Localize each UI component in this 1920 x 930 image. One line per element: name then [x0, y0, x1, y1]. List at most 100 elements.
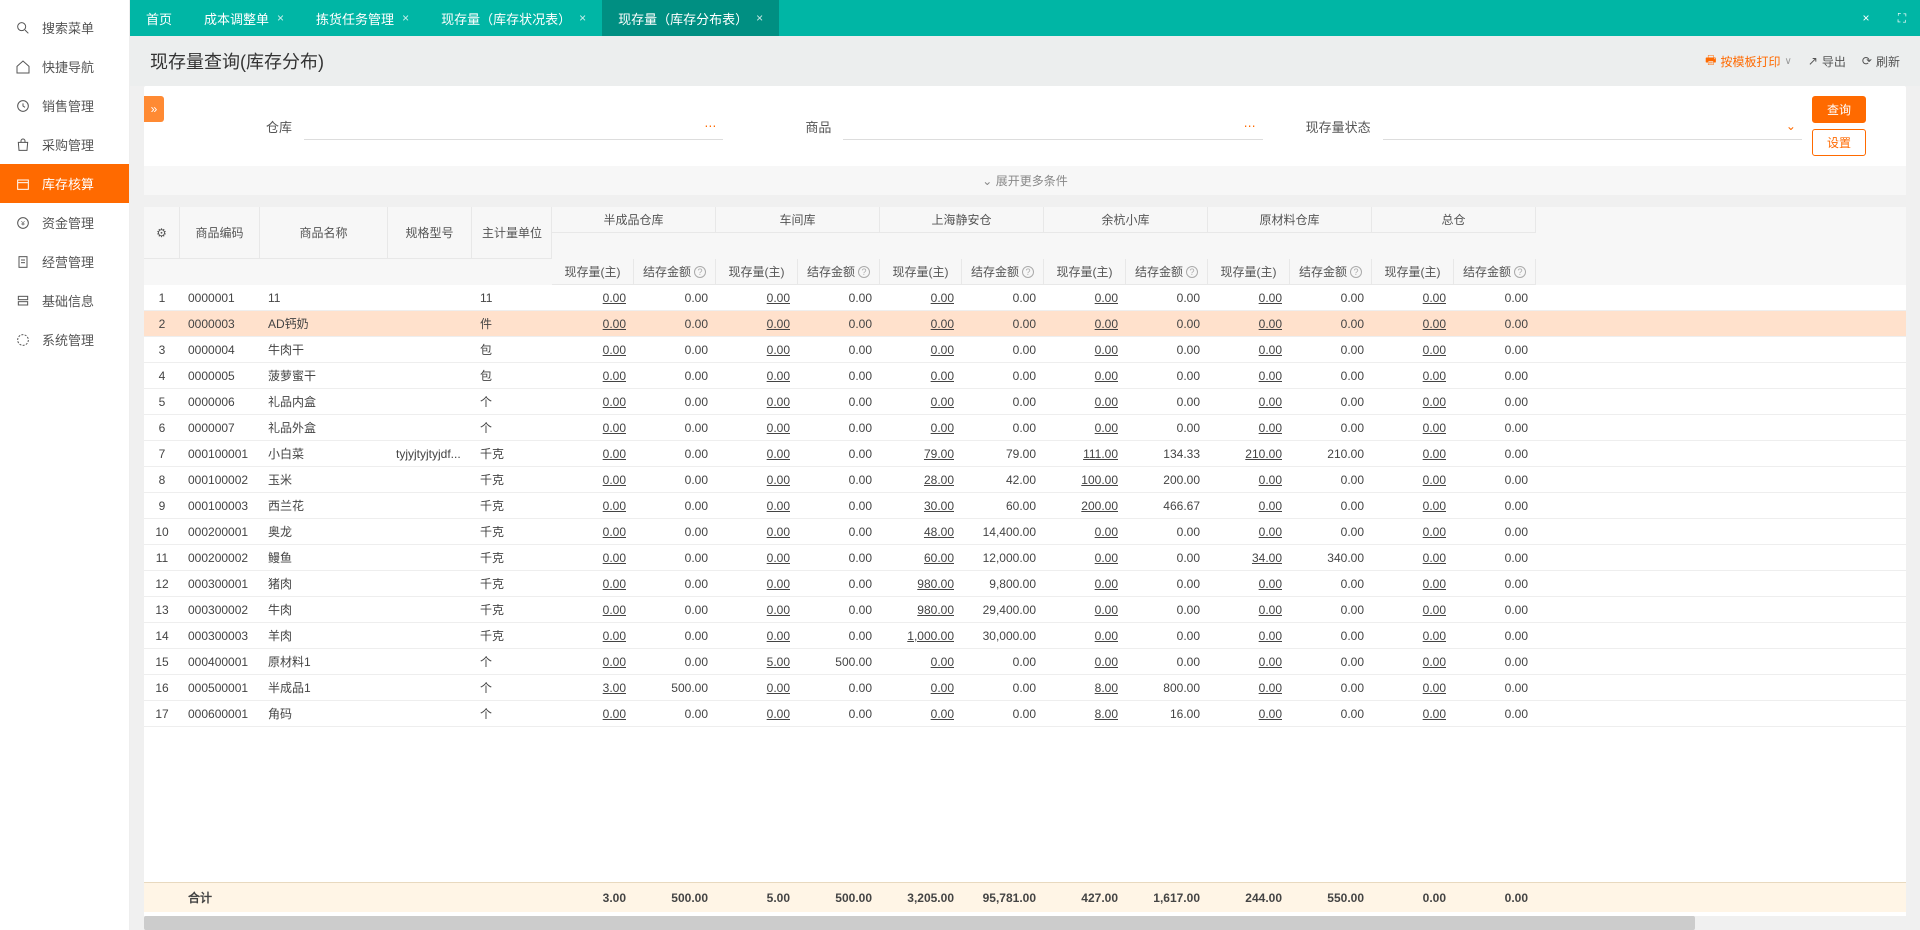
query-button[interactable]: 查询	[1812, 96, 1866, 123]
cell-qty-5[interactable]: 0.00	[1372, 415, 1454, 440]
cell-qty-4[interactable]: 0.00	[1208, 519, 1290, 544]
cell-qty-0[interactable]: 0.00	[552, 441, 634, 466]
lookup-icon[interactable]: ⋯	[1244, 119, 1257, 133]
cell-qty-5[interactable]: 0.00	[1372, 285, 1454, 310]
cell-qty-3[interactable]: 0.00	[1044, 649, 1126, 674]
cell-qty-1[interactable]: 0.00	[716, 571, 798, 596]
cell-qty-1[interactable]: 5.00	[716, 649, 798, 674]
cell-qty-1[interactable]: 0.00	[716, 389, 798, 414]
cell-qty-4[interactable]: 0.00	[1208, 597, 1290, 622]
table-row[interactable]: 17000600001角码个0.000.000.000.000.000.008.…	[144, 701, 1906, 727]
cell-qty-3[interactable]: 0.00	[1044, 623, 1126, 648]
table-row[interactable]: 16000500001半成品1个3.00500.000.000.000.000.…	[144, 675, 1906, 701]
cell-qty-2[interactable]: 0.00	[880, 701, 962, 726]
cell-qty-0[interactable]: 0.00	[552, 285, 634, 310]
cell-qty-0[interactable]: 3.00	[552, 675, 634, 700]
horizontal-scrollbar[interactable]	[144, 916, 1906, 930]
tab-0[interactable]: 首页	[130, 0, 188, 36]
sidebar-item-1[interactable]: 快捷导航	[0, 47, 129, 86]
cell-qty-3[interactable]: 0.00	[1044, 597, 1126, 622]
cell-qty-3[interactable]: 0.00	[1044, 285, 1126, 310]
cell-qty-4[interactable]: 0.00	[1208, 389, 1290, 414]
help-icon[interactable]: ?	[694, 266, 706, 278]
tab-4[interactable]: 现存量（库存分布表）×	[602, 0, 779, 36]
cell-qty-5[interactable]: 0.00	[1372, 675, 1454, 700]
table-row[interactable]: 12000300001猪肉千克0.000.000.000.00980.009,8…	[144, 571, 1906, 597]
cell-qty-2[interactable]: 30.00	[880, 493, 962, 518]
cell-qty-1[interactable]: 0.00	[716, 519, 798, 544]
cell-qty-0[interactable]: 0.00	[552, 493, 634, 518]
cell-qty-3[interactable]: 0.00	[1044, 337, 1126, 362]
cell-qty-5[interactable]: 0.00	[1372, 649, 1454, 674]
table-row[interactable]: 1000000111110.000.000.000.000.000.000.00…	[144, 285, 1906, 311]
settings-button[interactable]: 设置	[1812, 129, 1866, 156]
sidebar-item-3[interactable]: 采购管理	[0, 125, 129, 164]
sidebar-item-8[interactable]: 系统管理	[0, 320, 129, 359]
tab-1[interactable]: 成本调整单×	[188, 0, 300, 36]
scroll-thumb[interactable]	[144, 916, 1695, 930]
cell-qty-0[interactable]: 0.00	[552, 337, 634, 362]
cell-qty-4[interactable]: 210.00	[1208, 441, 1290, 466]
cell-qty-5[interactable]: 0.00	[1372, 389, 1454, 414]
expand-filters-button[interactable]: ⌄ 展开更多条件	[144, 166, 1906, 195]
help-icon[interactable]: ?	[1514, 266, 1526, 278]
cell-qty-5[interactable]: 0.00	[1372, 363, 1454, 388]
product-input[interactable]: ⋯	[843, 112, 1262, 140]
tab-3[interactable]: 现存量（库存状况表）×	[425, 0, 602, 36]
cell-qty-3[interactable]: 0.00	[1044, 571, 1126, 596]
cell-qty-1[interactable]: 0.00	[716, 441, 798, 466]
cell-qty-1[interactable]: 0.00	[716, 623, 798, 648]
close-icon[interactable]: ×	[402, 11, 409, 25]
cell-qty-1[interactable]: 0.00	[716, 675, 798, 700]
cell-qty-2[interactable]: 980.00	[880, 597, 962, 622]
help-icon[interactable]: ?	[858, 266, 870, 278]
cell-qty-4[interactable]: 0.00	[1208, 571, 1290, 596]
cell-qty-5[interactable]: 0.00	[1372, 597, 1454, 622]
cell-qty-4[interactable]: 0.00	[1208, 675, 1290, 700]
cell-qty-0[interactable]: 0.00	[552, 545, 634, 570]
table-row[interactable]: 50000006礼品内盒个0.000.000.000.000.000.000.0…	[144, 389, 1906, 415]
cell-qty-1[interactable]: 0.00	[716, 415, 798, 440]
table-row[interactable]: 15000400001原材料1个0.000.005.00500.000.000.…	[144, 649, 1906, 675]
close-icon[interactable]: ×	[579, 11, 586, 25]
sidebar-item-6[interactable]: 经营管理	[0, 242, 129, 281]
help-icon[interactable]: ?	[1022, 266, 1034, 278]
cell-qty-5[interactable]: 0.00	[1372, 311, 1454, 336]
cell-qty-0[interactable]: 0.00	[552, 311, 634, 336]
table-row[interactable]: 10000200001奥龙千克0.000.000.000.0048.0014,4…	[144, 519, 1906, 545]
sidebar-item-2[interactable]: 销售管理	[0, 86, 129, 125]
cell-qty-2[interactable]: 0.00	[880, 675, 962, 700]
cell-qty-1[interactable]: 0.00	[716, 337, 798, 362]
sidebar-item-4[interactable]: 库存核算	[0, 164, 129, 203]
cell-qty-2[interactable]: 1,000.00	[880, 623, 962, 648]
cell-qty-3[interactable]: 0.00	[1044, 545, 1126, 570]
cell-qty-2[interactable]: 0.00	[880, 649, 962, 674]
cell-qty-0[interactable]: 0.00	[552, 519, 634, 544]
cell-qty-5[interactable]: 0.00	[1372, 337, 1454, 362]
cell-qty-4[interactable]: 0.00	[1208, 337, 1290, 362]
close-icon[interactable]: ×	[756, 11, 763, 25]
cell-qty-5[interactable]: 0.00	[1372, 519, 1454, 544]
cell-qty-5[interactable]: 0.00	[1372, 571, 1454, 596]
cell-qty-0[interactable]: 0.00	[552, 571, 634, 596]
collapse-handle[interactable]: »	[144, 96, 164, 122]
table-row[interactable]: 20000003AD钙奶件0.000.000.000.000.000.000.0…	[144, 311, 1906, 337]
cell-qty-3[interactable]: 111.00	[1044, 441, 1126, 466]
tab-2[interactable]: 拣货任务管理×	[300, 0, 425, 36]
cell-qty-1[interactable]: 0.00	[716, 701, 798, 726]
cell-qty-5[interactable]: 0.00	[1372, 701, 1454, 726]
help-icon[interactable]: ?	[1186, 266, 1198, 278]
cell-qty-2[interactable]: 0.00	[880, 337, 962, 362]
tab-close-all-icon[interactable]: ×	[1848, 0, 1884, 36]
cell-qty-0[interactable]: 0.00	[552, 649, 634, 674]
cell-qty-0[interactable]: 0.00	[552, 363, 634, 388]
status-select[interactable]: ⌄	[1383, 112, 1802, 140]
sidebar-item-5[interactable]: ¥资金管理	[0, 203, 129, 242]
cell-qty-4[interactable]: 0.00	[1208, 285, 1290, 310]
cell-qty-0[interactable]: 0.00	[552, 701, 634, 726]
cell-qty-0[interactable]: 0.00	[552, 467, 634, 492]
table-row[interactable]: 30000004牛肉干包0.000.000.000.000.000.000.00…	[144, 337, 1906, 363]
cell-qty-1[interactable]: 0.00	[716, 597, 798, 622]
cell-qty-3[interactable]: 200.00	[1044, 493, 1126, 518]
cell-qty-4[interactable]: 0.00	[1208, 467, 1290, 492]
